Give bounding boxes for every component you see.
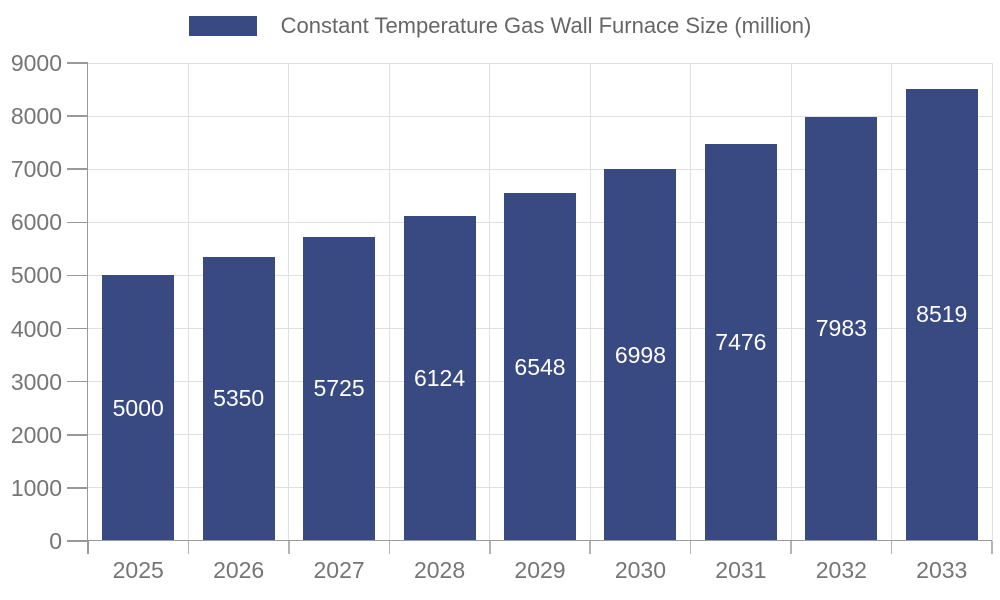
x-axis-label: 2030 <box>614 557 667 583</box>
x-axis-label: 2027 <box>313 557 365 583</box>
y-axis-label: 3000 <box>10 368 62 395</box>
bar-2027[interactable] <box>303 236 376 541</box>
gridline-horizontal <box>88 168 992 170</box>
x-axis-tick <box>991 541 993 554</box>
x-axis-label: 2025 <box>112 557 164 583</box>
x-axis-label: 2029 <box>514 557 566 583</box>
gridline-vertical <box>690 63 692 541</box>
y-axis-label: 5000 <box>10 262 62 289</box>
gridline-vertical <box>991 63 993 541</box>
bar-2033[interactable] <box>905 88 978 541</box>
gridline-vertical <box>187 63 189 541</box>
x-axis-tick <box>589 541 591 554</box>
gridline-horizontal <box>88 62 992 64</box>
x-axis-line <box>86 539 992 541</box>
gridline-vertical <box>790 63 792 541</box>
x-axis-tick <box>689 541 692 554</box>
x-axis-label: 2032 <box>815 557 867 583</box>
bar-2030[interactable] <box>604 169 677 541</box>
gridline-horizontal <box>88 115 992 117</box>
gridline-vertical <box>589 63 591 541</box>
y-axis-tick <box>67 221 88 224</box>
y-axis-label: 4000 <box>10 315 62 342</box>
x-axis-tick <box>388 541 391 554</box>
gridline-vertical <box>489 63 491 541</box>
y-axis-label: 8000 <box>10 103 62 130</box>
legend-swatch <box>188 16 257 36</box>
bar-2031[interactable] <box>704 143 777 541</box>
y-axis-label: 2000 <box>10 421 62 448</box>
legend[interactable]: Constant Temperature Gas Wall Furnace Si… <box>0 13 1000 39</box>
y-axis-tick <box>67 274 88 277</box>
bar-2026[interactable] <box>202 256 275 541</box>
y-axis-line <box>86 63 88 541</box>
bar-2028[interactable] <box>403 215 476 541</box>
y-axis-tick <box>67 540 88 542</box>
gridline-vertical <box>891 63 893 541</box>
y-axis-label: 7000 <box>10 156 62 183</box>
x-axis-label: 2028 <box>413 557 466 583</box>
gridline-vertical <box>288 63 290 541</box>
x-axis-tick <box>87 541 89 554</box>
y-axis-label: 0 <box>49 528 62 554</box>
bar-2029[interactable] <box>504 193 576 541</box>
gridline-vertical <box>388 63 390 541</box>
x-axis-label: 2031 <box>715 557 767 583</box>
x-axis-tick <box>288 541 290 554</box>
x-axis-tick <box>489 541 491 554</box>
x-axis-tick <box>187 541 190 554</box>
y-axis-tick <box>67 168 88 170</box>
x-axis-label: 2033 <box>916 557 968 583</box>
x-axis-tick <box>790 541 792 554</box>
y-axis-label: 1000 <box>10 474 62 501</box>
y-axis-label: 9000 <box>10 50 62 76</box>
x-axis-tick <box>890 541 893 554</box>
y-axis-tick <box>67 487 88 489</box>
bar-2025[interactable] <box>102 275 175 541</box>
y-axis-tick <box>67 115 88 117</box>
y-axis-tick <box>67 327 88 330</box>
bar-2032[interactable] <box>805 117 878 541</box>
y-axis-label: 6000 <box>10 209 62 236</box>
y-axis-tick <box>67 62 88 64</box>
legend-label: Constant Temperature Gas Wall Furnace Si… <box>280 13 812 38</box>
y-axis-tick <box>67 434 88 436</box>
x-axis-label: 2026 <box>213 557 265 583</box>
y-axis-tick <box>67 380 88 383</box>
